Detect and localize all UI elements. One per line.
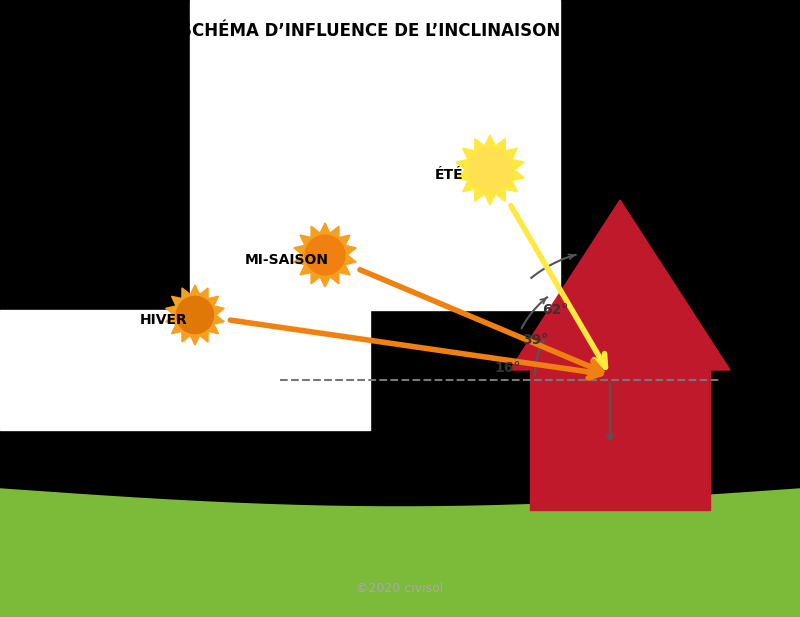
- Polygon shape: [166, 285, 224, 345]
- Polygon shape: [456, 135, 524, 205]
- Text: MI-SAISON: MI-SAISON: [245, 253, 329, 267]
- Bar: [0, 310, 370, 430]
- Text: ÉTÉ: ÉTÉ: [435, 168, 464, 182]
- Bar: [530, 370, 710, 510]
- Bar: [190, 0, 560, 310]
- Text: ©2020 civisol: ©2020 civisol: [356, 582, 444, 595]
- Text: 16°: 16°: [495, 361, 521, 375]
- Circle shape: [305, 235, 345, 275]
- Circle shape: [176, 296, 214, 334]
- Circle shape: [468, 148, 512, 192]
- Polygon shape: [510, 200, 730, 370]
- Text: SCHÉMA D’INFLUENCE DE L’INCLINAISON: SCHÉMA D’INFLUENCE DE L’INCLINAISON: [180, 22, 560, 40]
- Text: HIVER: HIVER: [140, 313, 188, 327]
- Text: 62°: 62°: [542, 303, 568, 317]
- Polygon shape: [294, 223, 356, 287]
- Text: 39°: 39°: [522, 333, 548, 347]
